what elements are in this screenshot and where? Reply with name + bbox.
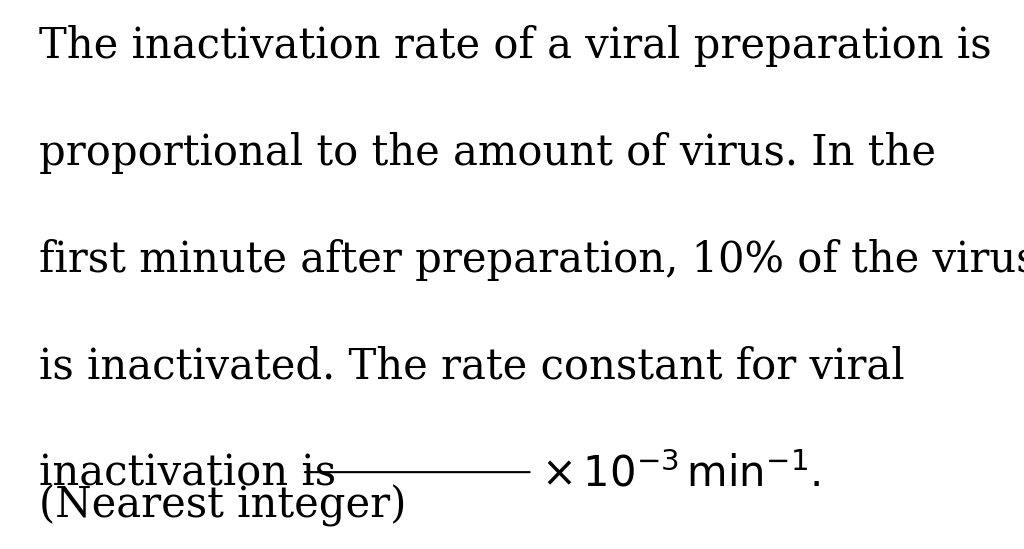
- Text: proportional to the amount of virus. In the: proportional to the amount of virus. In …: [39, 132, 936, 174]
- Text: $\times\, 10^{-3}\, \mathrm{min}^{-1}.$: $\times\, 10^{-3}\, \mathrm{min}^{-1}.$: [541, 453, 820, 495]
- Text: inactivation is: inactivation is: [39, 453, 349, 495]
- Text: is inactivated. The rate constant for viral: is inactivated. The rate constant for vi…: [39, 346, 904, 388]
- Text: first minute after preparation, 10% of the virus: first minute after preparation, 10% of t…: [39, 239, 1024, 281]
- Text: (Nearest integer): (Nearest integer): [39, 485, 407, 527]
- Text: The inactivation rate of a viral preparation is: The inactivation rate of a viral prepara…: [39, 25, 991, 67]
